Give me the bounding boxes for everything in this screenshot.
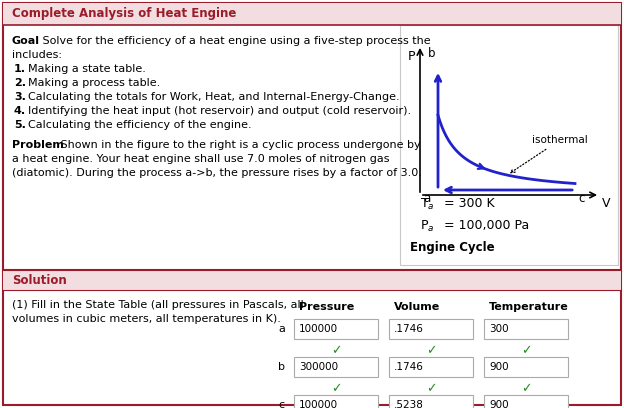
Text: 100000: 100000 bbox=[299, 324, 338, 334]
Text: P$_a$: P$_a$ bbox=[420, 219, 434, 234]
Text: (diatomic). During the process a->b, the pressure rises by a factor of 3.0.: (diatomic). During the process a->b, the… bbox=[12, 168, 422, 178]
Text: Goal: Goal bbox=[12, 36, 40, 46]
Text: 900: 900 bbox=[489, 362, 509, 372]
Text: Making a process table.: Making a process table. bbox=[28, 78, 160, 88]
Text: a heat engine. Your heat engine shall use 7.0 moles of nitrogen gas: a heat engine. Your heat engine shall us… bbox=[12, 154, 389, 164]
Text: 900: 900 bbox=[489, 400, 509, 408]
Text: ✓: ✓ bbox=[521, 344, 531, 357]
Text: isothermal: isothermal bbox=[510, 135, 588, 173]
Text: V: V bbox=[602, 197, 610, 210]
FancyBboxPatch shape bbox=[484, 357, 568, 377]
Text: 1.: 1. bbox=[14, 64, 26, 74]
Text: a: a bbox=[278, 324, 285, 334]
Text: volumes in cubic meters, all temperatures in K).: volumes in cubic meters, all temperature… bbox=[12, 314, 281, 324]
Text: ✓: ✓ bbox=[521, 382, 531, 395]
Text: ✓: ✓ bbox=[331, 382, 341, 395]
FancyBboxPatch shape bbox=[294, 319, 378, 339]
Text: 300: 300 bbox=[489, 324, 509, 334]
Text: .5238: .5238 bbox=[394, 400, 424, 408]
Text: Problem: Problem bbox=[12, 140, 64, 150]
Text: Calculating the totals for Work, Heat, and Internal-Energy-Change.: Calculating the totals for Work, Heat, a… bbox=[28, 92, 399, 102]
Text: ✓: ✓ bbox=[426, 382, 436, 395]
Text: Temperature: Temperature bbox=[489, 302, 568, 312]
Bar bbox=[400, 25, 618, 265]
Text: Solution: Solution bbox=[12, 273, 67, 286]
FancyBboxPatch shape bbox=[389, 357, 473, 377]
Text: 5.: 5. bbox=[14, 120, 26, 130]
Text: .1746: .1746 bbox=[394, 324, 424, 334]
FancyBboxPatch shape bbox=[389, 395, 473, 408]
Text: 3.: 3. bbox=[14, 92, 26, 102]
Text: Shown in the figure to the right is a cyclic process undergone by: Shown in the figure to the right is a cy… bbox=[57, 140, 421, 150]
Text: b: b bbox=[278, 362, 285, 372]
Text: = 100,000 Pa: = 100,000 Pa bbox=[436, 219, 529, 232]
Text: 2.: 2. bbox=[14, 78, 26, 88]
Text: Volume: Volume bbox=[394, 302, 441, 312]
FancyBboxPatch shape bbox=[294, 395, 378, 408]
Text: = 300 K: = 300 K bbox=[436, 197, 495, 210]
Text: ✓: ✓ bbox=[426, 344, 436, 357]
FancyBboxPatch shape bbox=[294, 357, 378, 377]
Text: Calculating the efficiency of the engine.: Calculating the efficiency of the engine… bbox=[28, 120, 251, 130]
Text: Complete Analysis of Heat Engine: Complete Analysis of Heat Engine bbox=[12, 7, 236, 20]
Text: Making a state table.: Making a state table. bbox=[28, 64, 146, 74]
Text: Pressure: Pressure bbox=[299, 302, 354, 312]
FancyBboxPatch shape bbox=[484, 319, 568, 339]
Text: 300000: 300000 bbox=[299, 362, 338, 372]
Text: 4.: 4. bbox=[14, 106, 26, 116]
FancyBboxPatch shape bbox=[484, 395, 568, 408]
Bar bbox=[3, 3, 621, 25]
Text: ✓: ✓ bbox=[331, 344, 341, 357]
Bar bbox=[3, 270, 621, 290]
Text: includes:: includes: bbox=[12, 50, 62, 60]
Text: Solve for the efficiency of a heat engine using a five-step process the: Solve for the efficiency of a heat engin… bbox=[39, 36, 431, 46]
Text: a: a bbox=[422, 192, 430, 205]
Text: Identifying the heat input (hot reservoir) and output (cold reservoir).: Identifying the heat input (hot reservoi… bbox=[28, 106, 411, 116]
Text: 100000: 100000 bbox=[299, 400, 338, 408]
FancyBboxPatch shape bbox=[389, 319, 473, 339]
Text: Engine Cycle: Engine Cycle bbox=[410, 241, 495, 254]
Text: T$_a$: T$_a$ bbox=[420, 197, 434, 212]
Text: c: c bbox=[578, 192, 584, 205]
Text: c: c bbox=[278, 400, 284, 408]
Text: .1746: .1746 bbox=[394, 362, 424, 372]
Text: (1) Fill in the State Table (all pressures in Pascals, all: (1) Fill in the State Table (all pressur… bbox=[12, 300, 304, 310]
Text: b: b bbox=[427, 47, 435, 60]
Text: P: P bbox=[408, 50, 416, 63]
